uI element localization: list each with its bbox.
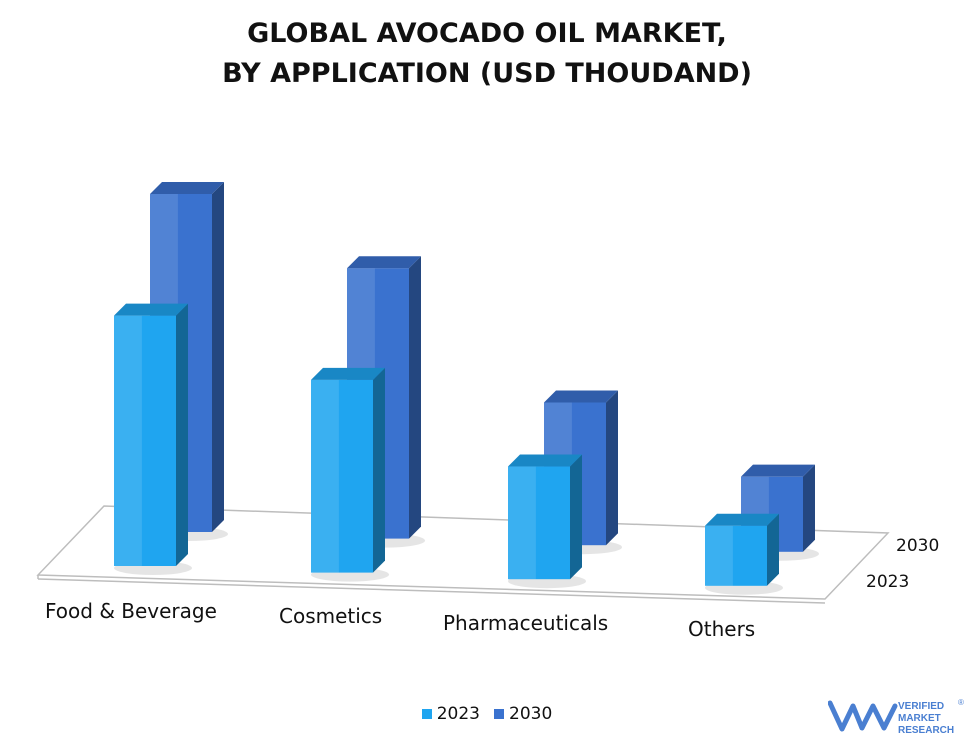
chart-title: GLOBAL AVOCADO OIL MARKET, BY APPLICATIO… bbox=[0, 14, 974, 94]
legend-swatch-2030 bbox=[494, 709, 504, 719]
bar-highlight bbox=[508, 466, 536, 580]
bar-top-face bbox=[741, 464, 815, 477]
bar-front-face bbox=[114, 315, 176, 566]
legend-label-2030: 2030 bbox=[509, 704, 553, 724]
bar-side-face bbox=[570, 454, 582, 580]
chart-bars bbox=[114, 182, 819, 595]
bar-side-face bbox=[767, 513, 779, 586]
chart-floor bbox=[36, 505, 890, 604]
bar-2023-cosmetics bbox=[311, 367, 389, 582]
logo-word-market: MARKET bbox=[898, 713, 941, 724]
bar-front-face bbox=[311, 379, 373, 573]
bar-front-face bbox=[508, 466, 570, 580]
chart-series-depth-labels: 2023 2030 bbox=[866, 536, 939, 592]
bar-top-face bbox=[705, 513, 779, 526]
bar-side-face bbox=[373, 367, 385, 573]
legend: 2023 2030 bbox=[0, 704, 974, 724]
category-label-pharmaceuticals: Pharmaceuticals bbox=[443, 611, 608, 635]
vmr-logo-mark bbox=[828, 700, 898, 732]
bar-side-face bbox=[606, 390, 618, 546]
bar-front-face bbox=[705, 525, 767, 586]
series-depth-label-2030: 2030 bbox=[896, 536, 939, 556]
legend-label-2023: 2023 bbox=[436, 704, 480, 724]
category-label-cosmetics: Cosmetics bbox=[279, 604, 382, 628]
bar-side-face bbox=[176, 303, 188, 566]
bar-top-face bbox=[544, 390, 618, 403]
bar-top-face bbox=[508, 454, 582, 467]
bar-highlight bbox=[311, 379, 339, 573]
bar-side-face bbox=[212, 182, 224, 532]
bar-top-face bbox=[114, 303, 188, 316]
floor-edge bbox=[37, 578, 826, 604]
legend-item-2023: 2023 bbox=[421, 704, 480, 724]
bar-highlight bbox=[114, 315, 142, 566]
bar-side-face bbox=[803, 464, 815, 552]
legend-item-2030: 2030 bbox=[494, 704, 552, 724]
floor-plane bbox=[36, 505, 890, 600]
bar-top-face bbox=[347, 256, 421, 269]
logo-registered-mark: ® bbox=[958, 698, 964, 707]
bar-2023-food-beverage bbox=[114, 303, 192, 575]
bar-2023-others bbox=[705, 513, 783, 595]
category-label-others: Others bbox=[688, 617, 755, 641]
category-label-food-beverage: Food & Beverage bbox=[45, 599, 217, 623]
chart-title-line-2: BY APPLICATION (USD THOUDAND) bbox=[222, 58, 752, 89]
chart-category-labels: Food & Beverage Cosmetics Pharmaceuticals O… bbox=[45, 599, 755, 641]
bar-side-face bbox=[409, 256, 421, 539]
chart-title-line-1: GLOBAL AVOCADO OIL MARKET, bbox=[247, 18, 727, 49]
bar-top-face bbox=[311, 367, 385, 380]
bar-2023-pharmaceuticals bbox=[508, 454, 586, 589]
logo-word-research: RESEARCH bbox=[898, 725, 954, 736]
bar-top-face bbox=[150, 182, 224, 194]
verified-market-research-logo: VERIFIED MARKET RESEARCH ® bbox=[828, 698, 964, 736]
series-depth-label-2023: 2023 bbox=[866, 572, 909, 592]
bar-highlight bbox=[705, 525, 733, 586]
logo-word-verified: VERIFIED bbox=[898, 701, 944, 712]
legend-swatch-2023 bbox=[421, 709, 432, 719]
